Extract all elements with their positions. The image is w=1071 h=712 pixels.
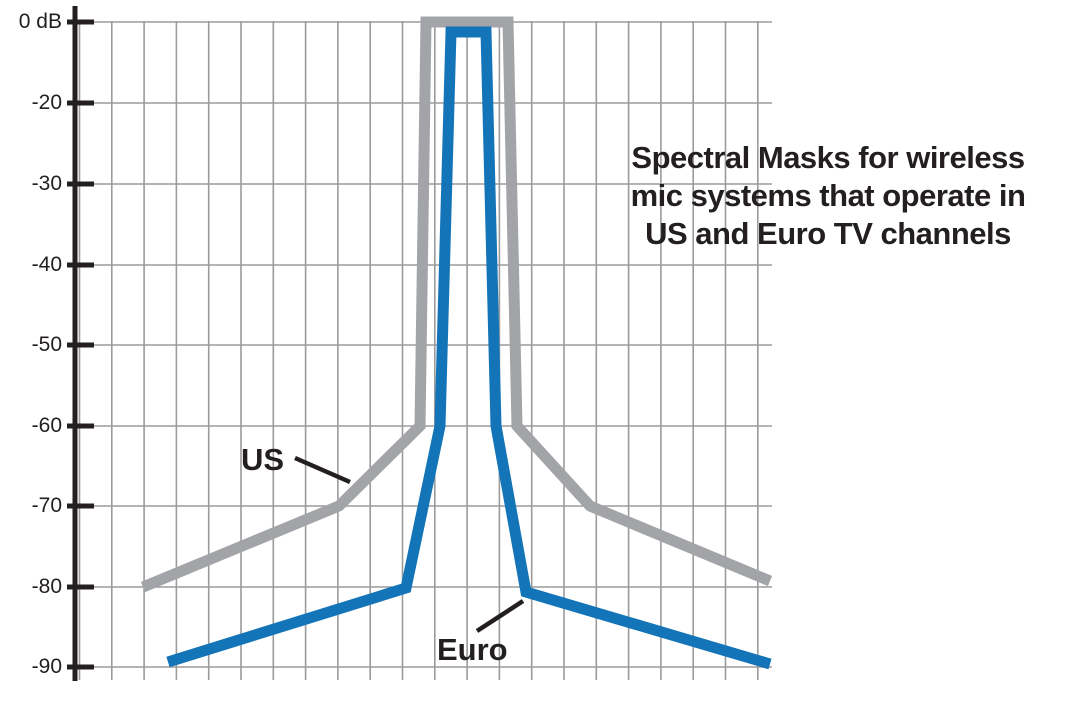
euro-series-label: Euro xyxy=(437,632,508,667)
chart-title-line-2: mic systems that operate in xyxy=(630,178,1026,213)
y-tick-label: -60 xyxy=(31,414,62,437)
chart-title-line-3: US and Euro TV channels xyxy=(645,216,1011,251)
y-tick-label: 0 dB xyxy=(18,10,62,33)
y-tick-label: -30 xyxy=(31,172,62,195)
us-leader-line xyxy=(294,455,351,485)
y-tick-label: -70 xyxy=(31,494,62,517)
us-mask-polyline xyxy=(140,16,773,593)
y-tick-label: -90 xyxy=(31,655,62,678)
chart-title-line-1: Spectral Masks for wireless xyxy=(631,140,1025,175)
euro-mask-polyline xyxy=(166,26,772,670)
euro-leader-line xyxy=(475,599,525,633)
y-tick-label: -50 xyxy=(31,333,62,356)
y-tick-label: -20 xyxy=(31,91,62,114)
chart-title: Spectral Masks for wireless mic systems … xyxy=(585,139,1071,253)
us-series-label: US xyxy=(241,442,285,477)
y-tick-label: -40 xyxy=(31,253,62,276)
y-tick-label: -80 xyxy=(31,575,62,598)
